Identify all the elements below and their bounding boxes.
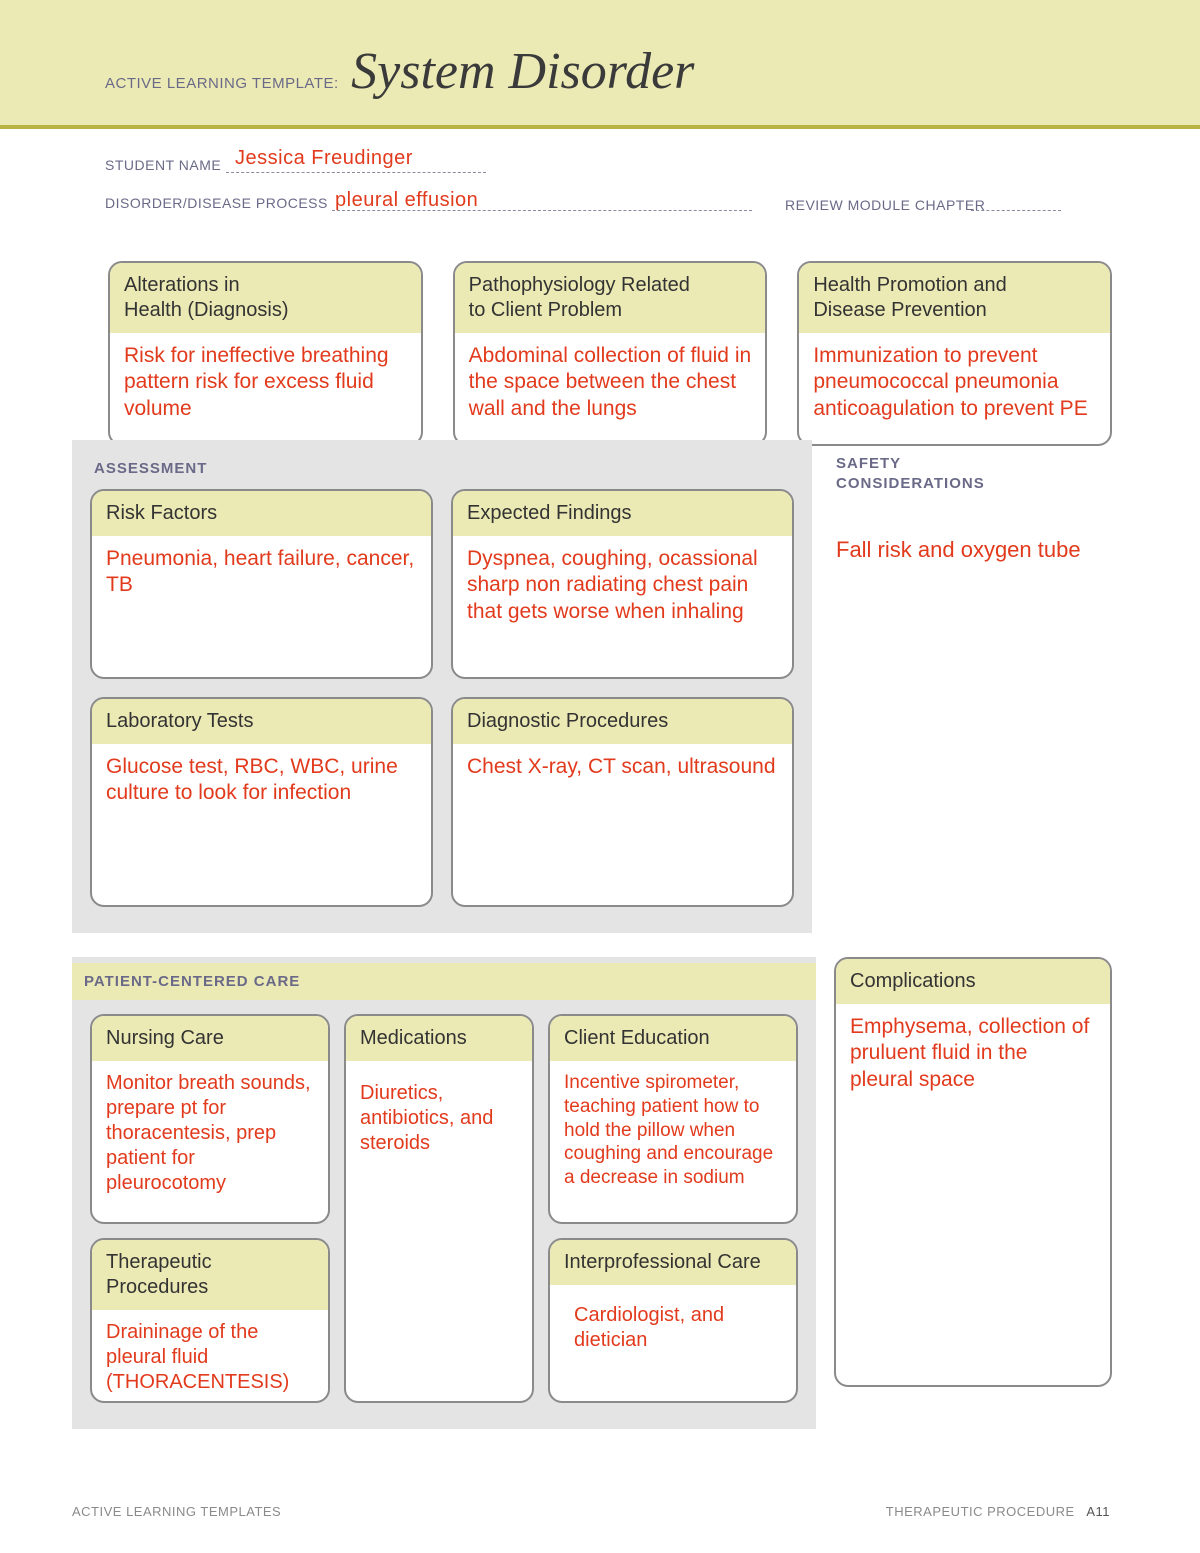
card-nursing-title: Nursing Care [92, 1016, 328, 1061]
student-name-value: Jessica Freudinger [235, 147, 413, 170]
card-risk-title: Risk Factors [92, 491, 431, 536]
card-promo-body: Immunization to prevent pneumococcal pne… [799, 333, 1110, 434]
card-alterations-body: Risk for ineffective breathing pattern r… [110, 333, 421, 434]
card-nursing: Nursing Care Monitor breath sounds, prep… [90, 1014, 330, 1224]
card-edu-title: Client Education [550, 1016, 796, 1061]
card-alterations: Alterations in Health (Diagnosis) Risk f… [108, 261, 423, 446]
assessment-grid-2: Laboratory Tests Glucose test, RBC, WBC,… [90, 697, 794, 907]
card-dx: Diagnostic Procedures Chest X-ray, CT sc… [451, 697, 794, 907]
card-promo-title: Health Promotion and Disease Prevention [799, 263, 1110, 333]
info-block: STUDENT NAME Jessica Freudinger DISORDER… [0, 129, 1200, 219]
disorder-label: DISORDER/DISEASE PROCESS [105, 195, 328, 211]
pcc-title: PATIENT-CENTERED CARE [72, 963, 816, 1000]
card-inter-body: Cardiologist, and dietician [550, 1285, 796, 1365]
card-thera-body: Draininage of the pleural fluid (THORACE… [92, 1310, 328, 1403]
card-patho: Pathophysiology Related to Client Proble… [453, 261, 768, 446]
card-risk: Risk Factors Pneumonia, heart failure, c… [90, 489, 433, 679]
card-labs: Laboratory Tests Glucose test, RBC, WBC,… [90, 697, 433, 907]
footer-right-code: A11 [1086, 1504, 1110, 1519]
safety-column: SAFETY CONSIDERATIONS Fall risk and oxyg… [830, 440, 1112, 933]
pcc-grid: Nursing Care Monitor breath sounds, prep… [90, 1014, 798, 1403]
card-complications-body: Emphysema, collection of pruluent fluid … [836, 1004, 1110, 1105]
card-findings-body: Dyspnea, coughing, ocassional sharp non … [453, 536, 792, 637]
card-thera-title: Therapeutic Procedures [92, 1240, 328, 1310]
card-edu: Client Education Incentive spirometer, t… [548, 1014, 798, 1224]
pcc-section: PATIENT-CENTERED CARE Nursing Care Monit… [72, 957, 816, 1429]
card-labs-title: Laboratory Tests [92, 699, 431, 744]
header-title: System Disorder [351, 42, 694, 101]
complications-column: Complications Emphysema, collection of p… [834, 957, 1112, 1429]
student-name-label: STUDENT NAME [105, 157, 221, 173]
assessment-title: ASSESSMENT [94, 460, 794, 477]
card-complications-title: Complications [836, 959, 1110, 1004]
card-meds: Medications Diuretics, antibiotics, and … [344, 1014, 534, 1403]
safety-title: SAFETY CONSIDERATIONS [836, 454, 1112, 495]
card-dx-body: Chest X-ray, CT scan, ultrasound [453, 744, 792, 792]
card-patho-body: Abdominal collection of fluid in the spa… [455, 333, 766, 434]
card-meds-title: Medications [346, 1016, 532, 1061]
footer-right: THERAPEUTIC PROCEDURE A11 [886, 1504, 1110, 1519]
card-dx-title: Diagnostic Procedures [453, 699, 792, 744]
top-three-row: Alterations in Health (Diagnosis) Risk f… [0, 233, 1200, 446]
disorder-row: DISORDER/DISEASE PROCESS pleural effusio… [105, 195, 1095, 219]
card-inter-title: Interprofessional Care [550, 1240, 796, 1285]
safety-body: Fall risk and oxygen tube [836, 535, 1112, 565]
card-meds-body: Diuretics, antibiotics, and steroids [346, 1061, 532, 1168]
card-patho-title: Pathophysiology Related to Client Proble… [455, 263, 766, 333]
page: ACTIVE LEARNING TEMPLATE: System Disorde… [0, 0, 1200, 1553]
card-inter: Interprofessional Care Cardiologist, and… [548, 1238, 798, 1403]
pcc-row: PATIENT-CENTERED CARE Nursing Care Monit… [0, 933, 1200, 1429]
card-findings-title: Expected Findings [453, 491, 792, 536]
footer-right-label: THERAPEUTIC PROCEDURE [886, 1504, 1075, 1519]
disorder-value: pleural effusion [335, 189, 478, 212]
card-findings: Expected Findings Dyspnea, coughing, oca… [451, 489, 794, 679]
review-line [971, 197, 1061, 211]
card-promo: Health Promotion and Disease Prevention … [797, 261, 1112, 446]
card-complications: Complications Emphysema, collection of p… [834, 957, 1112, 1387]
header-prefix: ACTIVE LEARNING TEMPLATE: [105, 75, 339, 92]
card-alterations-title: Alterations in Health (Diagnosis) [110, 263, 421, 333]
student-name-row: STUDENT NAME Jessica Freudinger [105, 157, 1095, 181]
header-band: ACTIVE LEARNING TEMPLATE: System Disorde… [0, 0, 1200, 125]
card-labs-body: Glucose test, RBC, WBC, urine culture to… [92, 744, 431, 819]
review-label: REVIEW MODULE CHAPTER [785, 197, 985, 213]
footer: ACTIVE LEARNING TEMPLATES THERAPEUTIC PR… [0, 1504, 1200, 1519]
card-nursing-body: Monitor breath sounds, prepare pt for th… [92, 1061, 328, 1208]
assessment-section: ASSESSMENT Risk Factors Pneumonia, heart… [72, 440, 812, 933]
card-risk-body: Pneumonia, heart failure, cancer, TB [92, 536, 431, 611]
card-thera: Therapeutic Procedures Draininage of the… [90, 1238, 330, 1403]
card-edu-body: Incentive spirometer, teaching patient h… [550, 1061, 796, 1202]
assessment-safety-row: ASSESSMENT Risk Factors Pneumonia, heart… [0, 440, 1200, 933]
assessment-grid-1: Risk Factors Pneumonia, heart failure, c… [90, 489, 794, 679]
footer-left: ACTIVE LEARNING TEMPLATES [72, 1504, 281, 1519]
